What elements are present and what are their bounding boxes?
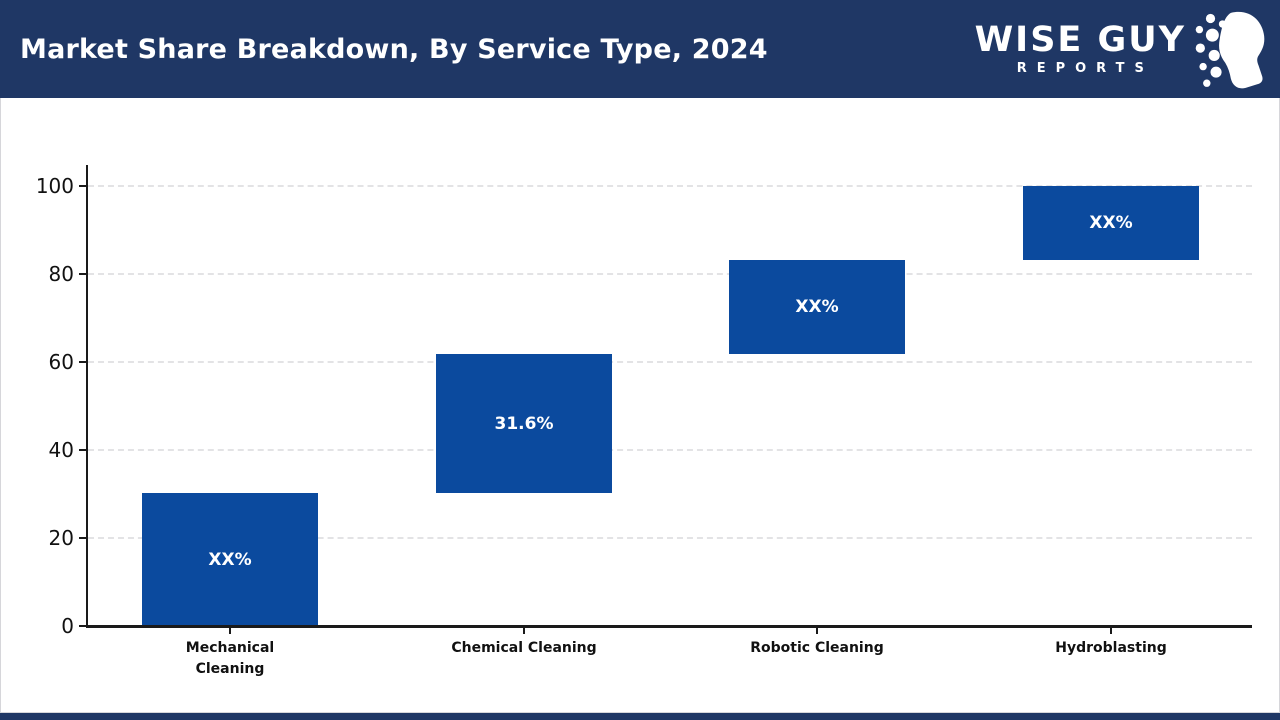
bar-value-label: XX% xyxy=(1089,212,1133,233)
brand-head-icon xyxy=(1195,11,1265,89)
bar-segment: XX% xyxy=(1023,186,1199,260)
category-label: Robotic Cleaning xyxy=(750,640,884,656)
y-tick-mark xyxy=(79,625,88,627)
gridline-y40 xyxy=(88,449,1252,451)
x-tick-mark xyxy=(816,627,818,634)
y-tick-mark xyxy=(79,537,88,539)
bar-value-label: XX% xyxy=(208,549,252,570)
y-tick-mark xyxy=(79,361,88,363)
y-tick-label: 60 xyxy=(48,350,74,374)
y-tick-mark xyxy=(79,185,88,187)
x-axis-line xyxy=(86,625,1252,628)
gridline-y100 xyxy=(88,185,1252,187)
gridline-y60 xyxy=(88,361,1252,363)
y-tick-mark xyxy=(79,449,88,451)
category-label: Hydroblasting xyxy=(1055,640,1167,656)
gridline-y80 xyxy=(88,273,1252,275)
y-axis-line xyxy=(86,165,88,628)
x-tick-mark xyxy=(523,627,525,634)
bar-segment: 31.6% xyxy=(436,354,612,494)
bar-segment: XX% xyxy=(142,493,318,626)
y-tick-label: 0 xyxy=(61,614,74,638)
x-tick-mark xyxy=(229,627,231,634)
y-tick-label: 100 xyxy=(35,174,74,198)
y-tick-mark xyxy=(79,273,88,275)
footer-bar xyxy=(0,713,1280,720)
category-label: Mechanical Cleaning xyxy=(185,640,275,677)
header-bar: Market Share Breakdown, By Service Type,… xyxy=(0,0,1280,98)
brand-logo-text: WISE GUY REPORTS xyxy=(974,20,1186,76)
y-tick-label: 80 xyxy=(48,262,74,286)
brand-logo: WISE GUY REPORTS xyxy=(975,7,1280,91)
brand-name: WISE GUY xyxy=(974,20,1186,60)
bar-segment: XX% xyxy=(729,259,905,355)
x-tick-mark xyxy=(1110,627,1112,634)
page-title: Market Share Breakdown, By Service Type,… xyxy=(20,33,768,65)
bar-value-label: XX% xyxy=(795,296,839,317)
brand-subtitle: REPORTS xyxy=(1016,61,1154,76)
category-label: Chemical Cleaning xyxy=(451,640,597,656)
gridline-y20 xyxy=(88,537,1252,539)
y-tick-label: 20 xyxy=(48,526,74,550)
y-tick-label: 40 xyxy=(48,438,74,462)
bar-value-label: 31.6% xyxy=(494,413,554,434)
